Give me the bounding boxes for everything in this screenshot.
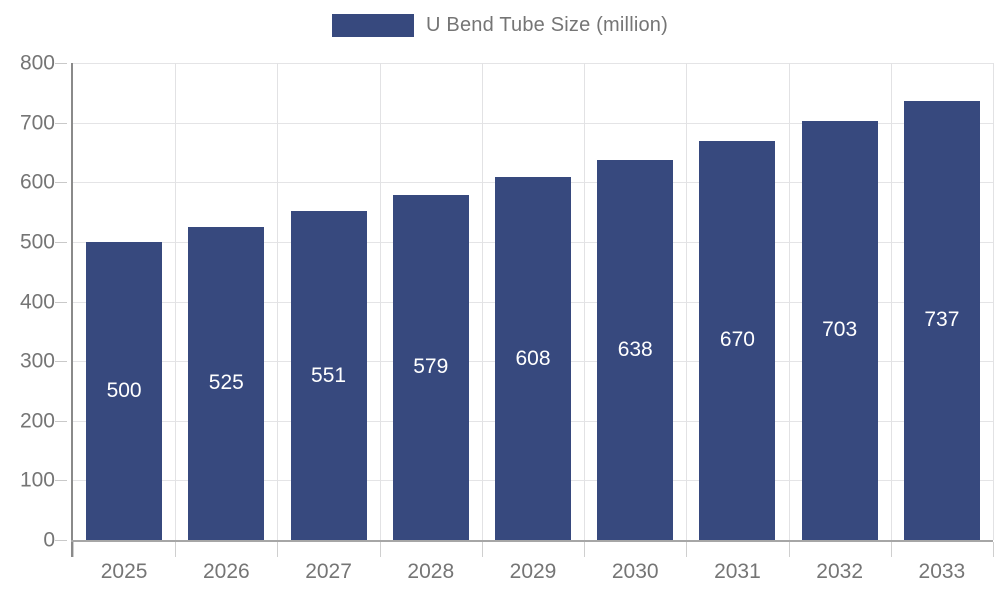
- y-axis-tick-label: 0: [43, 528, 55, 552]
- y-axis-tick-label: 100: [19, 468, 55, 492]
- gridline-vertical: [788, 63, 790, 540]
- bar-value-label: 638: [617, 337, 653, 361]
- bar-2027: 551: [290, 211, 367, 540]
- y-axis-tick-label: 700: [19, 111, 55, 135]
- x-axis-tick-label: 2030: [611, 560, 659, 583]
- x-axis-tick-label: 2027: [305, 560, 352, 583]
- bar-2026: 525: [188, 226, 265, 540]
- gridline-horizontal: [73, 63, 993, 64]
- plot-area: 500 525 551 579 608 638 670 703 737 0 100 200 300 40…: [20, 53, 994, 583]
- bar-2031: 670: [699, 140, 776, 540]
- gridline-vertical: [277, 63, 279, 540]
- bar-2033: 737: [903, 100, 980, 540]
- x-axis-tick-label: 2032: [816, 560, 864, 583]
- x-axis-tick-label: 2028: [407, 560, 455, 583]
- x-axis-tick-label: 2031: [714, 560, 761, 583]
- x-axis-tick: [890, 542, 892, 557]
- bar-2029: 608: [495, 177, 571, 540]
- bar-value-label: 608: [515, 346, 551, 370]
- y-axis-tick: [55, 420, 67, 422]
- x-axis-tick: [175, 542, 177, 557]
- x-axis-tick: [277, 542, 279, 557]
- legend-swatch: [332, 14, 415, 37]
- bar-2025: 500: [86, 241, 163, 540]
- gridline-vertical: [584, 63, 586, 540]
- y-axis-tick: [55, 540, 67, 541]
- bar-value-label: 737: [924, 308, 960, 332]
- x-axis-tick-label: 2033: [918, 560, 966, 583]
- gridline-vertical: [481, 63, 483, 540]
- x-axis-tick: [993, 542, 994, 557]
- bar-value-label: 525: [208, 371, 244, 395]
- legend: U Bend Tube Size (million): [0, 14, 1000, 37]
- y-axis-tick: [55, 361, 67, 363]
- y-axis-tick: [55, 480, 67, 482]
- x-axis-tick-label: 2026: [202, 560, 250, 583]
- y-axis-tick: [55, 63, 67, 64]
- x-axis-tick: [686, 542, 688, 557]
- bar-value-label: 551: [311, 363, 347, 387]
- bar-value-label: 670: [719, 328, 755, 352]
- y-axis-tick: [55, 182, 67, 184]
- x-axis-tick-label: 2029: [509, 560, 557, 583]
- gridline-vertical: [686, 63, 688, 540]
- gridline-vertical: [993, 63, 994, 540]
- bar-2028: 579: [392, 194, 469, 540]
- gridline-horizontal: [73, 122, 993, 124]
- x-axis-tick-label: 2025: [100, 560, 148, 583]
- bar-value-label: 500: [106, 378, 142, 402]
- x-axis-tick: [788, 542, 790, 557]
- x-axis-tick: [73, 542, 74, 557]
- y-axis-tick: [55, 122, 67, 124]
- y-axis-tick-label: 300: [19, 349, 55, 373]
- bar-2032: 703: [801, 120, 878, 540]
- x-axis-tick: [481, 542, 483, 557]
- bar-value-label: 703: [822, 318, 858, 342]
- legend-label: U Bend Tube Size (million): [426, 14, 668, 36]
- bar-value-label: 579: [413, 355, 449, 379]
- y-axis-tick-label: 400: [19, 290, 55, 313]
- gridline-vertical: [175, 63, 177, 540]
- x-axis-line: [71, 540, 993, 542]
- y-axis-tick-label: 200: [19, 409, 55, 433]
- y-axis-tick-label: 800: [19, 51, 55, 75]
- y-axis-tick-label: 500: [19, 230, 55, 254]
- y-axis-tick: [55, 241, 67, 243]
- bar-2030: 638: [597, 159, 674, 540]
- gridline-vertical: [890, 63, 892, 540]
- x-axis-tick: [379, 542, 381, 557]
- y-axis-tick-label: 600: [19, 170, 55, 194]
- x-axis-tick: [584, 542, 586, 557]
- y-axis-line: [71, 63, 73, 557]
- y-axis-tick: [55, 301, 67, 303]
- gridline-vertical: [379, 63, 381, 540]
